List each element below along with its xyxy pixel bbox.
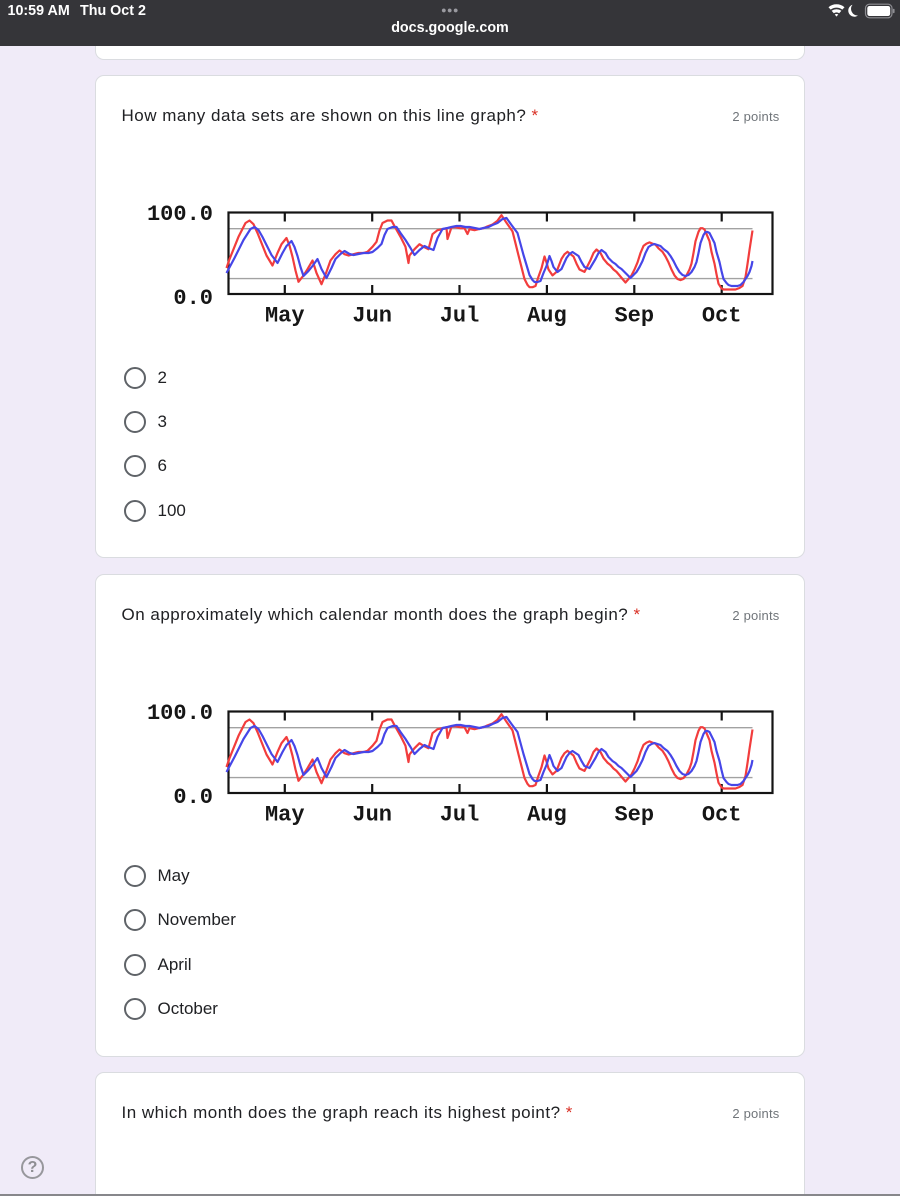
svg-text:Sep: Sep [614,304,654,329]
svg-text:Aug: Aug [527,802,567,827]
svg-text:Jul: Jul [440,802,480,827]
svg-text:May: May [265,802,305,827]
svg-text:Aug: Aug [527,304,567,329]
svg-text:0.0: 0.0 [173,286,213,311]
svg-text:0.0: 0.0 [173,785,213,810]
svg-text:Jun: Jun [352,304,392,329]
svg-text:100.0: 100.0 [147,202,213,227]
svg-text:Jul: Jul [440,304,480,329]
svg-text:Jun: Jun [352,802,392,827]
svg-text:May: May [265,304,305,329]
svg-text:100.0: 100.0 [147,700,213,725]
svg-text:Oct: Oct [702,802,742,827]
svg-text:Oct: Oct [702,304,742,329]
svg-text:Sep: Sep [614,802,654,827]
